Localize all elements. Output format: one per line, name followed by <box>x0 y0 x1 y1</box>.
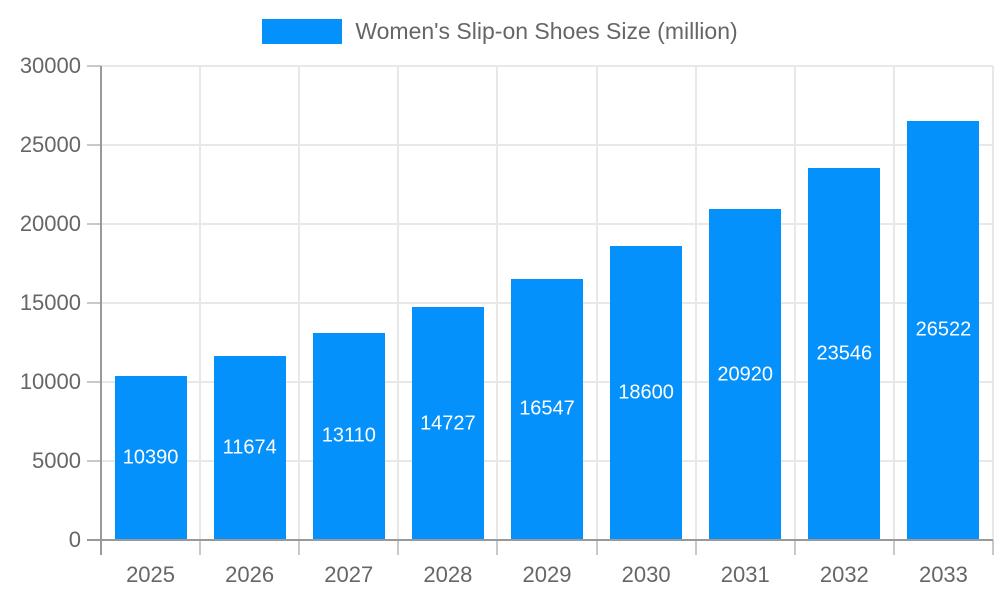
x-axis-tick <box>992 540 994 555</box>
y-axis-tick <box>87 223 101 225</box>
v-gridline <box>199 66 202 540</box>
bar[interactable] <box>610 246 683 539</box>
x-axis-tick-label: 2028 <box>423 562 473 587</box>
legend-swatch <box>262 19 343 44</box>
x-axis-tick <box>694 540 697 555</box>
v-gridline <box>298 66 301 540</box>
v-gridline <box>496 66 499 540</box>
v-gridline <box>397 66 400 540</box>
x-axis-tick <box>793 540 796 555</box>
x-axis-tick-label: 2026 <box>225 562 275 587</box>
h-gridline <box>101 144 993 146</box>
bar[interactable] <box>411 307 484 539</box>
x-axis-tick-label: 2029 <box>522 562 572 587</box>
bar[interactable] <box>808 167 881 539</box>
bar[interactable] <box>312 332 385 539</box>
y-axis-tick-label: 10000 <box>19 369 81 394</box>
x-axis-line <box>87 539 993 541</box>
v-gridline <box>793 66 796 540</box>
x-axis-tick-label: 2025 <box>126 562 176 587</box>
x-axis-tick-label: 2031 <box>720 562 770 587</box>
bar[interactable] <box>213 355 286 539</box>
h-gridline <box>101 65 993 67</box>
y-axis-tick <box>87 381 101 383</box>
v-gridline <box>595 66 598 540</box>
y-axis-tick-label: 25000 <box>19 132 81 157</box>
x-axis-tick <box>298 540 301 555</box>
v-gridline <box>892 66 895 540</box>
y-axis-tick <box>87 460 101 462</box>
y-axis-tick-label: 15000 <box>19 290 81 315</box>
x-axis-tick <box>397 540 400 555</box>
bar-value-label: 26522 <box>915 318 972 341</box>
bar-value-label: 16547 <box>519 397 575 420</box>
bar-value-label: 23546 <box>816 342 873 365</box>
y-axis-tick-label: 30000 <box>19 53 81 78</box>
y-axis-tick <box>87 144 101 146</box>
y-axis-tick <box>87 65 101 67</box>
bar[interactable] <box>709 209 782 539</box>
y-axis-tick <box>87 302 101 304</box>
x-axis-tick <box>199 540 202 555</box>
h-gridline <box>101 223 993 225</box>
bar-value-label: 14727 <box>420 412 476 435</box>
bar-value-label: 20920 <box>717 363 774 386</box>
x-axis-tick-label: 2033 <box>918 562 968 587</box>
bar[interactable] <box>114 375 187 539</box>
y-axis-tick-label: 5000 <box>32 448 81 473</box>
x-axis-tick-label: 2030 <box>621 562 671 587</box>
x-axis-tick <box>892 540 895 555</box>
v-gridline <box>992 66 994 540</box>
plot-area: 0 5000 10000 15000 20000 25000 30000 10390 2025 1… <box>20 53 994 587</box>
x-axis-tick <box>595 540 598 555</box>
bar-value-label: 11674 <box>222 436 277 459</box>
bar-value-label: 10390 <box>122 446 179 469</box>
legend-label: Women's Slip-on Shoes Size (million) <box>355 18 738 44</box>
y-axis-line <box>100 66 102 555</box>
bar-value-label: 18600 <box>618 381 674 404</box>
y-axis-tick-label: 0 <box>68 527 81 552</box>
x-axis-tick <box>496 540 499 555</box>
bar[interactable] <box>511 278 583 539</box>
v-gridline <box>694 66 697 540</box>
legend-item[interactable]: Women's Slip-on Shoes Size (million) <box>0 18 1000 45</box>
bar-value-label: 13110 <box>321 424 376 447</box>
y-axis-tick-label: 20000 <box>19 211 81 236</box>
x-axis-tick-label: 2032 <box>819 562 869 587</box>
bar[interactable] <box>907 120 980 539</box>
x-axis-tick-label: 2027 <box>324 562 374 587</box>
